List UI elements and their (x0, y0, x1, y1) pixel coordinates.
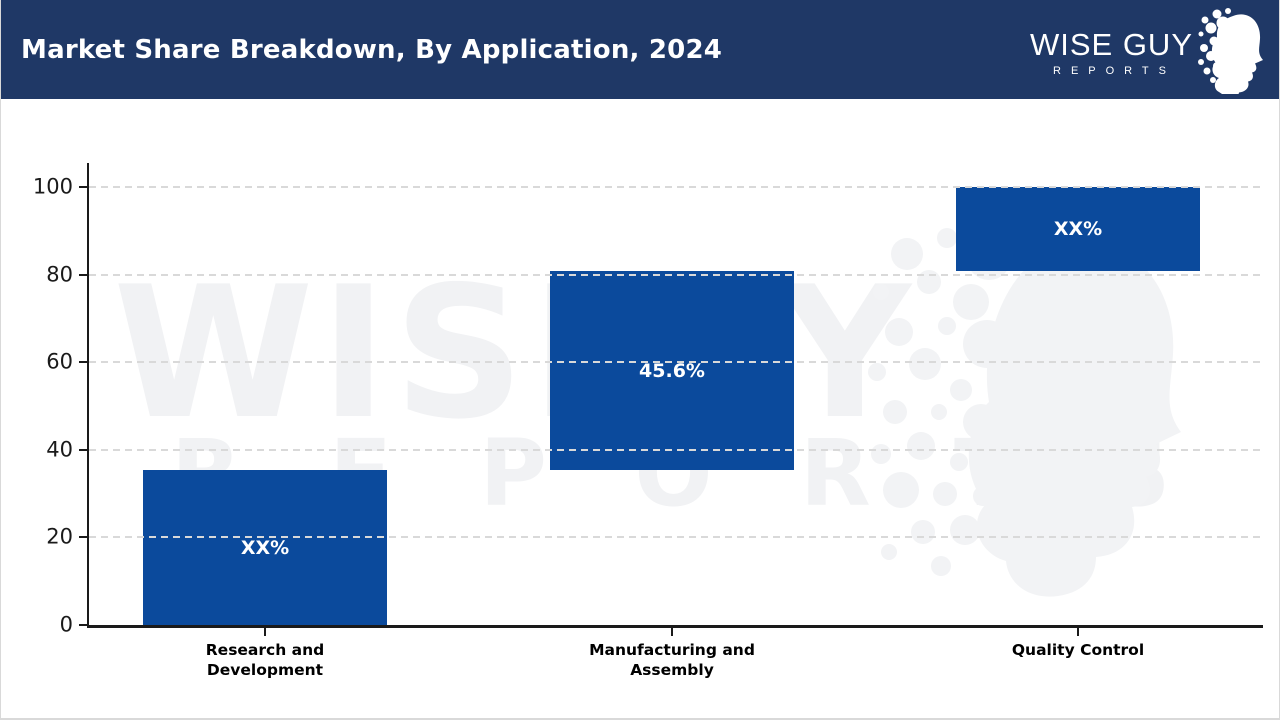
bar-value-label: 45.6% (639, 359, 705, 382)
plot-area: XX% Research and Development 45.6% Manufact… (33, 163, 1263, 679)
y-axis-tick-label: 0 (59, 612, 73, 637)
gridline (89, 186, 1263, 189)
y-axis-tick (79, 448, 87, 451)
bar-segment: 45.6% (550, 270, 794, 471)
bar-value-label: XX% (1053, 217, 1103, 240)
logo-face-icon (1198, 7, 1263, 94)
y-axis-tick (79, 273, 87, 276)
page-title: Market Share Breakdown, By Application, … (21, 34, 723, 65)
y-axis-tick-label: 80 (46, 262, 73, 287)
logo-wordmark: WISE GUY REPORTS (1030, 27, 1193, 77)
gridline (89, 361, 1263, 364)
y-axis-tick-label: 60 (46, 349, 73, 374)
wise-guy-reports-logo: WISE GUY REPORTS (1030, 6, 1267, 94)
gridline (89, 448, 1263, 451)
header-bar: Market Share Breakdown, By Application, … (1, 0, 1279, 99)
y-axis-tick (79, 186, 87, 189)
x-axis-tick (264, 628, 266, 636)
gridline (89, 273, 1263, 276)
y-axis-tick (79, 624, 87, 626)
x-axis-category-label: Research and Development (205, 641, 325, 680)
y-axis-tick (79, 536, 87, 539)
y-axis-tick-label: 100 (32, 174, 73, 199)
y-axis-line (87, 163, 89, 627)
logo-subtitle-text: REPORTS (1053, 64, 1176, 77)
x-axis-tick (1077, 628, 1079, 636)
x-axis-category-label: Manufacturing and Assembly (589, 641, 755, 680)
y-axis-tick-label: 40 (46, 437, 73, 462)
logo-name-text: WISE GUY (1029, 26, 1193, 62)
y-axis-tick-label: 20 (46, 524, 73, 549)
bar-segment: XX% (143, 470, 387, 625)
bar-value-label: XX% (240, 536, 290, 559)
x-axis-tick (671, 628, 673, 636)
bar-segment: XX% (956, 187, 1200, 271)
x-axis-category-label: Quality Control (1011, 641, 1145, 659)
gridline (89, 536, 1263, 539)
x-axis-line (87, 625, 1263, 628)
y-axis-tick (79, 361, 87, 364)
